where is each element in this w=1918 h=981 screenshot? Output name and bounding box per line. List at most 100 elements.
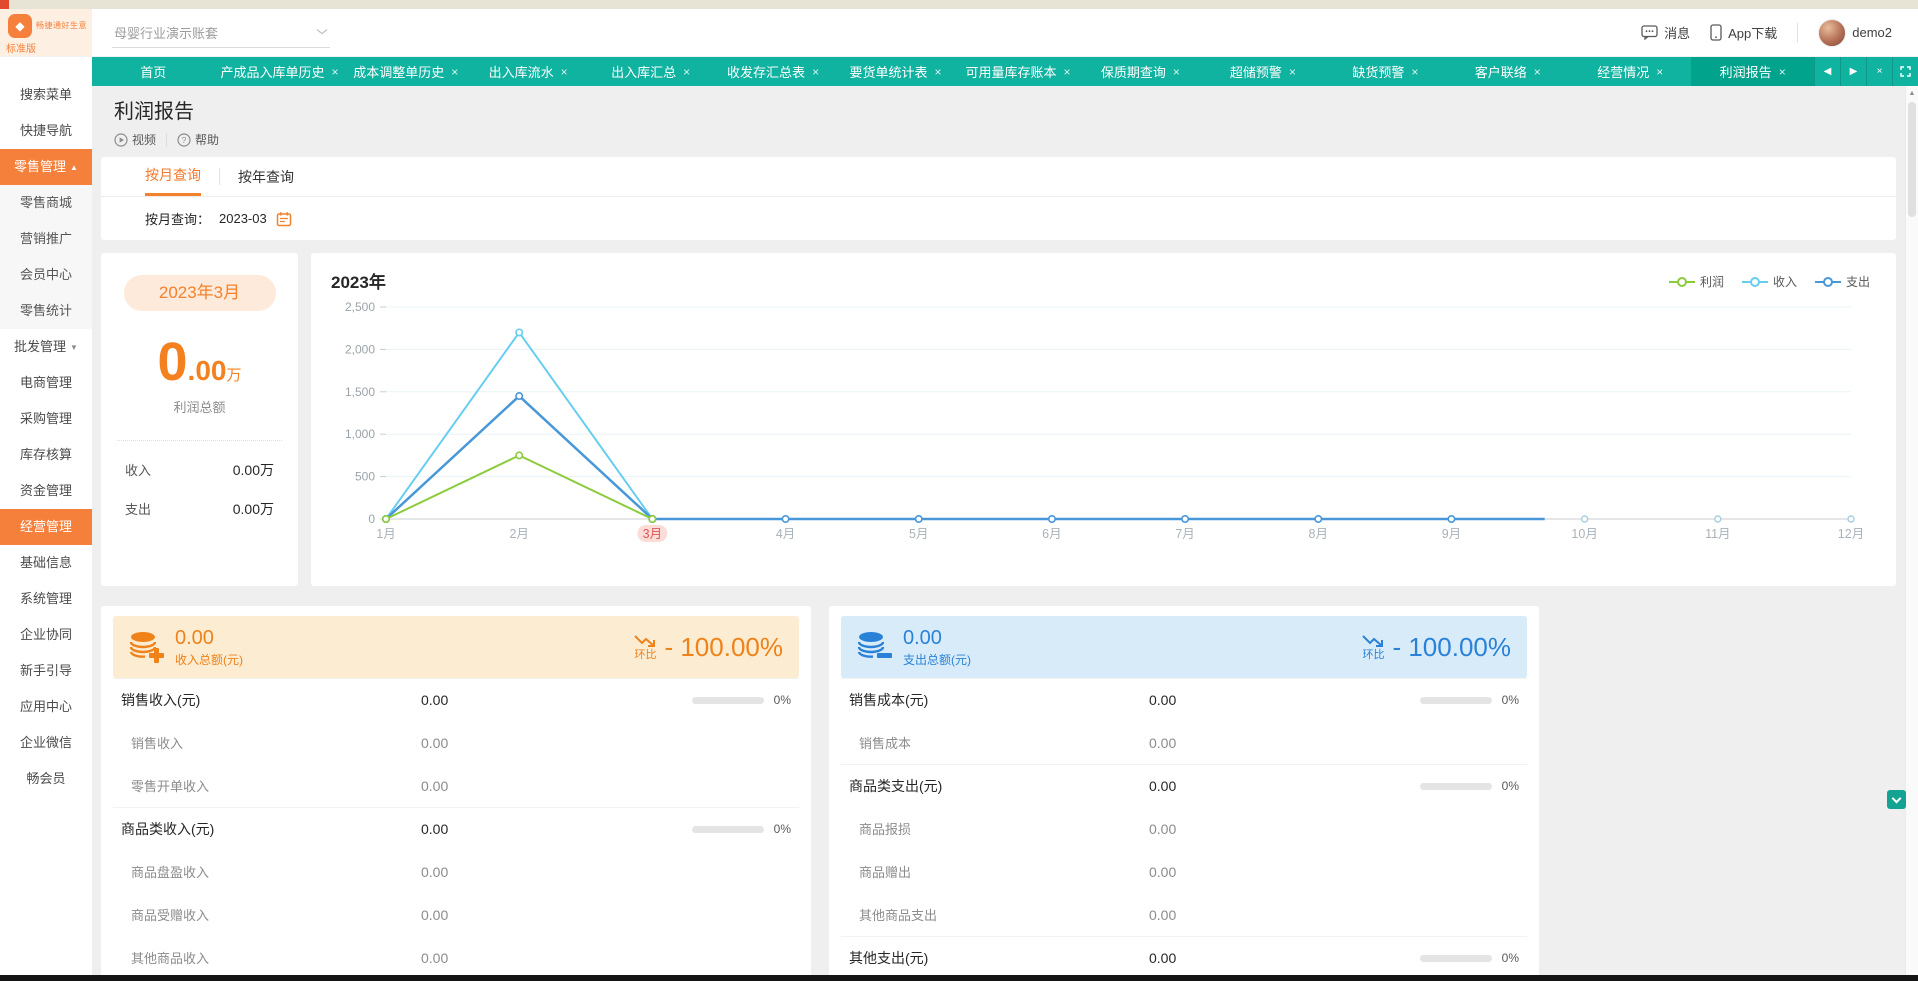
expense-trend-block: 环比 <box>1362 634 1384 661</box>
tab-close-icon[interactable]: × <box>683 64 691 79</box>
row-label: 销售收入(元) <box>121 692 201 708</box>
question-circle-icon: ? <box>177 132 191 147</box>
sidebar-item-label: 基础信息 <box>19 555 72 570</box>
next-tab-button[interactable]: ▶ <box>1840 57 1866 86</box>
tab-close-icon[interactable]: × <box>934 64 942 79</box>
sidebar-item[interactable]: 采购管理 <box>0 401 92 437</box>
svg-text:1,000: 1,000 <box>345 427 375 441</box>
tab-item[interactable]: 产成品入库单历史 × <box>214 57 344 86</box>
progress-bar <box>691 696 764 704</box>
tab-controls: ◀ ▶ × <box>1814 57 1918 86</box>
sidebar-item[interactable]: 会员中心 <box>0 257 92 293</box>
sidebar-item[interactable]: 批发管理 ▼ <box>0 329 92 365</box>
account-set-select[interactable]: 母婴行业演示账套 <box>112 18 330 48</box>
app-download-button[interactable]: App下载 <box>1710 23 1777 42</box>
line-chart[interactable]: 0 500 1,000 1,500 2,000 2,500 1月 2月 3月 4月 5月 6月 7月 8月… <box>331 293 1876 555</box>
sidebar-item[interactable]: 零售管理 ▲ <box>0 149 92 185</box>
sidebar-item[interactable]: 经营管理 <box>0 509 92 545</box>
messages-button[interactable]: 消息 <box>1641 23 1690 42</box>
tab-query-by-month[interactable]: 按月查询 <box>145 157 201 196</box>
legend-item-收入[interactable]: 收入 <box>1741 273 1797 290</box>
tab-active[interactable]: 利润报告 × <box>1691 57 1814 86</box>
sidebar-item[interactable]: 快捷导航 <box>0 113 92 149</box>
sidebar-item-label: 库存核算 <box>19 447 72 462</box>
tab-item[interactable]: 成本调整单历史 × <box>344 57 466 86</box>
sidebar-item[interactable]: 零售商城 <box>0 185 92 221</box>
sidebar-item[interactable]: 企业微信 <box>0 725 92 761</box>
row-label: 商品报损 <box>859 822 912 837</box>
sidebar-item-label: 零售商城 <box>19 195 72 210</box>
sidebar-item[interactable]: 库存核算 <box>0 437 92 473</box>
tab-item[interactable]: 客户联络 × <box>1447 57 1569 86</box>
logo-area[interactable]: ◆ 畅捷通好生意 标准版 <box>0 9 92 56</box>
sidebar-item[interactable]: 电商管理 <box>0 365 92 401</box>
sidebar-item[interactable]: 资金管理 <box>0 473 92 509</box>
tab-item[interactable]: 可用量库存账本 × <box>957 57 1079 86</box>
row-value: 0.00 <box>421 734 449 751</box>
vertical-scrollbar[interactable]: ▲ <box>1905 86 1918 975</box>
tab-close-icon[interactable]: × <box>812 64 820 79</box>
tab-close-icon[interactable]: × <box>1533 64 1541 79</box>
tab-item[interactable]: 缺货预警 × <box>1324 57 1446 86</box>
svg-text:8月: 8月 <box>1309 527 1328 541</box>
tab-item[interactable]: 超储预警 × <box>1202 57 1324 86</box>
tab-item[interactable]: 要货单统计表 × <box>834 57 956 86</box>
summary-row-value: 0.00万 <box>232 501 274 517</box>
tab-item[interactable]: 保质期查询 × <box>1079 57 1201 86</box>
fullscreen-button[interactable] <box>1892 57 1918 86</box>
tab-close-icon[interactable]: × <box>1288 64 1296 79</box>
tab-close-icon[interactable]: × <box>1063 64 1071 79</box>
prev-tab-button[interactable]: ◀ <box>1814 57 1840 86</box>
sidebar-item-label: 批发管理 <box>14 339 67 354</box>
sidebar-item[interactable]: 基础信息 <box>0 545 92 581</box>
tab-item[interactable]: 首页 <box>92 57 214 86</box>
help-button[interactable]: ? 帮助 <box>177 131 219 148</box>
expense-trend-value: - 100.00% <box>1392 631 1511 662</box>
row-value: 0.00 <box>421 949 449 966</box>
tab-close-icon[interactable]: × <box>1778 64 1786 79</box>
legend-item-利润[interactable]: 利润 <box>1668 273 1724 290</box>
tab-close-icon[interactable]: × <box>1172 64 1180 79</box>
row-value: 0.00 <box>1149 820 1177 837</box>
floating-scroll-button[interactable] <box>1887 790 1906 809</box>
tab-close-icon[interactable]: × <box>331 64 339 79</box>
svg-text:10月: 10月 <box>1571 527 1597 541</box>
tab-close-icon[interactable]: × <box>1656 64 1664 79</box>
sidebar-item[interactable]: 系统管理 <box>0 581 92 617</box>
sidebar-item[interactable]: 搜索菜单 <box>0 77 92 113</box>
sidebar-item[interactable]: 应用中心 <box>0 689 92 725</box>
video-button[interactable]: 视频 <box>114 131 156 148</box>
legend-item-支出[interactable]: 支出 <box>1814 273 1870 290</box>
tab-item[interactable]: 出入库汇总 × <box>589 57 711 86</box>
query-tabs: 按月查询 按年查询 <box>101 157 1896 197</box>
row-label: 其他商品支出 <box>859 908 938 923</box>
scrollbar-up-arrow[interactable]: ▲ <box>1908 89 1916 97</box>
sidebar-item[interactable]: 畅会员 <box>0 761 92 797</box>
trend-down-icon <box>634 634 656 647</box>
close-tab-button[interactable]: × <box>1866 57 1892 86</box>
sidebar-item[interactable]: 营销推广 <box>0 221 92 257</box>
tab-close-icon[interactable]: × <box>560 64 568 79</box>
tab-item[interactable]: 经营情况 × <box>1569 57 1691 86</box>
tab-label: 保质期查询 <box>1100 65 1166 80</box>
tab-item[interactable]: 收发存汇总表 × <box>712 57 834 86</box>
tab-item[interactable]: 出入库流水 × <box>467 57 589 86</box>
tab-query-by-year[interactable]: 按年查询 <box>238 168 294 185</box>
user-menu[interactable]: demo2 <box>1818 18 1892 47</box>
income-total-label: 收入总额(元) <box>175 652 243 667</box>
messages-label: 消息 <box>1664 26 1691 41</box>
tab-close-icon[interactable]: × <box>451 64 459 79</box>
sidebar-nav: 搜索菜单 快捷导航 零售管理 ▲ 零售商城营销推广 会员中心 零售统计 批发管理 ▼ 电商管理 采购… <box>0 57 92 975</box>
svg-text:1月: 1月 <box>376 527 395 541</box>
chart-title: 2023年 <box>331 273 386 292</box>
calendar-icon[interactable] <box>276 211 292 227</box>
sidebar-item[interactable]: 新手引导 <box>0 653 92 689</box>
tab-close-icon[interactable]: × <box>1411 64 1419 79</box>
sidebar-item[interactable]: 企业协同 <box>0 617 92 653</box>
profit-summary-card: 2023年3月 0.00万 利润总额 收入 0.00万 支出 0.00万 <box>101 253 298 586</box>
sidebar-item-label: 系统管理 <box>19 591 72 606</box>
svg-text:500: 500 <box>355 470 375 484</box>
sidebar-item[interactable]: 零售统计 <box>0 293 92 329</box>
scrollbar-thumb[interactable] <box>1908 102 1916 217</box>
expense-total-label: 支出总额(元) <box>903 652 971 667</box>
